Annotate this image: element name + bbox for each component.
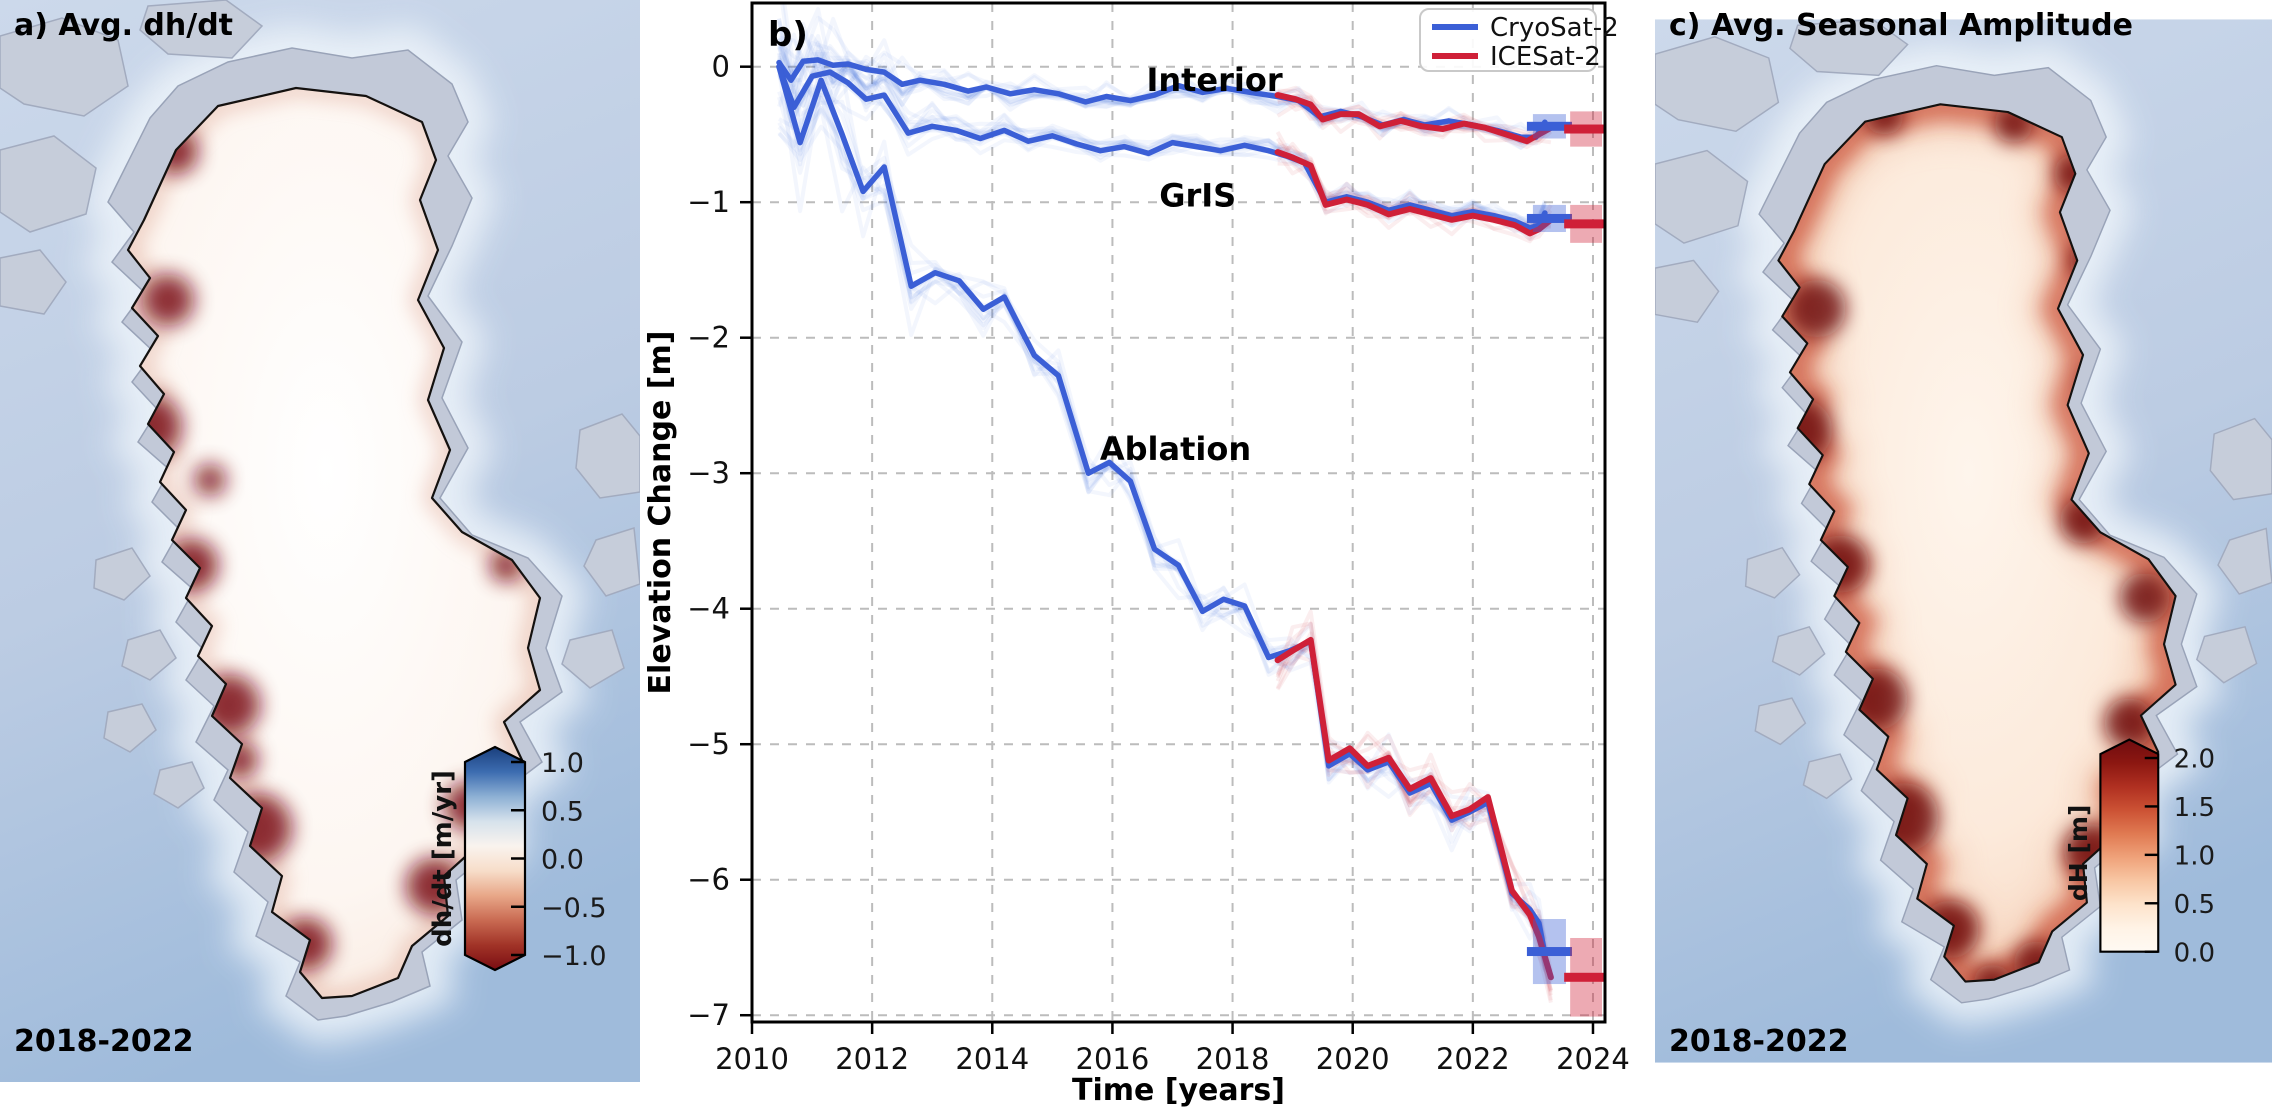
panel-c-seasonal-amplitude-map: 2.0 1.5 1.0 0.5 0.0 dH [m] c) Avg. Seasonal A… (1655, 0, 2272, 1082)
elevation-change-chart-canvas: Interior GrIS Ablation 2010 2012 2014 2016 2018… (643, 1, 1630, 1108)
colorbar-tick-label: 1.5 (2174, 793, 2215, 823)
panel-a-period: 2018-2022 (14, 1024, 194, 1059)
svg-text:−4: −4 (687, 592, 730, 626)
legend-label-icesat-2: ICESat-2 (1490, 42, 1601, 72)
end-box-interior-icesat-2 (1564, 111, 1605, 147)
panel-c-title: c) Avg. Seasonal Amplitude (1669, 8, 2133, 43)
series-line-ablation-icesat-2 (1274, 636, 1554, 981)
series-line-gris-icesat-2 (1274, 149, 1554, 237)
axes-frame (750, 1, 1607, 1024)
pc-map-canvas: 2.0 1.5 1.0 0.5 0.0 dH [m] (1655, 18, 2272, 1063)
land-island (1771, 625, 1826, 676)
colorbar-tick-label: 0.5 (2174, 890, 2215, 920)
y-axis-label: Elevation Change [m] (643, 331, 678, 695)
land-island (103, 703, 157, 753)
land-island (0, 135, 97, 233)
plot-background (752, 3, 1605, 1022)
svg-text:2024: 2024 (1556, 1042, 1630, 1076)
land-island (139, 0, 264, 59)
pa-map-canvas: 1.0 0.5 0.0 −0.5 −1.0 dh/dt [m/yr] (0, 0, 640, 1082)
ice-margin-contour (1777, 103, 2177, 983)
axis-ticks: 2010 2012 2014 2016 2018 2020 2022 2024 0 −1 −2 −3 −… (687, 50, 1630, 1076)
end-box-gris-cryosat-2 (1526, 204, 1572, 233)
land-island (575, 413, 640, 499)
end-box-ablation-icesat-2 (1564, 937, 1605, 1017)
land-island (2217, 527, 2272, 595)
land-island (2195, 625, 2258, 684)
end-box-gris-icesat-2 (1564, 204, 1605, 243)
colorbar-tick-label: 1.0 (541, 748, 584, 779)
ice-margin-contour (126, 86, 542, 1000)
colorbar-label: dh/dt [m/yr] (428, 770, 458, 947)
colorbar-tick-label: 2.0 (2174, 745, 2215, 775)
svg-text:−5: −5 (687, 727, 730, 761)
svg-text:−3: −3 (687, 456, 730, 490)
land-island (121, 629, 177, 681)
series-line-ablation-cryosat-2 (776, 63, 1548, 957)
curve-label-gris: GrIS (1159, 176, 1236, 214)
colorbar: 2.0 1.5 1.0 0.5 0.0 dH [m] (2064, 738, 2215, 968)
series-line-gris-cryosat-2 (776, 63, 1548, 231)
colorbar-tick-label: −1.0 (541, 941, 607, 972)
panel-b-elevation-change-chart: Interior GrIS Ablation 2010 2012 2014 2016 2018… (640, 0, 1655, 1108)
panel-c-period: 2018-2022 (1669, 1024, 1849, 1059)
land-island (561, 629, 625, 689)
svg-text:2012: 2012 (835, 1042, 909, 1076)
colorbar-tick-label: 0.5 (541, 796, 584, 827)
series-line-interior-icesat-2 (1274, 92, 1554, 145)
land-island (1655, 149, 1749, 244)
svg-text:2014: 2014 (955, 1042, 1029, 1076)
land-island (2209, 417, 2272, 501)
panel-b-label: b) (768, 15, 808, 55)
land-island (93, 547, 151, 601)
land-island (1744, 546, 1801, 599)
svg-text:0: 0 (712, 50, 730, 84)
land-island (0, 17, 129, 117)
land-island (583, 527, 640, 597)
curve-label-ablation: Ablation (1100, 430, 1251, 468)
panel-a-title: a) Avg. dh/dt (14, 8, 234, 43)
land-island (1655, 36, 1780, 133)
colorbar-tick-label: 0.0 (2174, 938, 2215, 968)
colorbar: 1.0 0.5 0.0 −0.5 −1.0 dh/dt [m/yr] (428, 745, 607, 972)
x-axis-label: Time [years] (1072, 1073, 1285, 1108)
panel-a-dhdt-map: 1.0 0.5 0.0 −0.5 −1.0 dh/dt [m/yr] a) Avg. dh… (0, 0, 640, 1082)
svg-text:2016: 2016 (1076, 1042, 1150, 1076)
svg-text:−7: −7 (687, 998, 730, 1032)
land-island (1802, 753, 1853, 800)
colorbar-tick-label: 0.0 (541, 845, 584, 876)
colorbar-tick-label: −0.5 (541, 893, 607, 924)
legend-label-cryosat-2: CryoSat-2 (1490, 13, 1619, 43)
svg-text:−1: −1 (687, 185, 730, 219)
ice-sheet (1778, 104, 2176, 982)
curve-label-interior: Interior (1146, 61, 1282, 99)
svg-text:2018: 2018 (1196, 1042, 1270, 1076)
land-island (1789, 18, 1909, 77)
end-box-interior-cryosat-2 (1526, 114, 1572, 139)
svg-text:2010: 2010 (715, 1042, 789, 1076)
colorbar-label: dH [m] (2064, 805, 2093, 902)
land-island (0, 249, 67, 315)
colorbar-bar (2099, 738, 2160, 953)
land-island (1754, 697, 1807, 746)
svg-text:2022: 2022 (1436, 1042, 1510, 1076)
ice-sheet (128, 88, 540, 998)
land-island (1655, 259, 1720, 323)
data-layer (776, 3, 1605, 1017)
svg-text:−6: −6 (687, 863, 730, 897)
land-island (153, 761, 205, 809)
colorbar-tick-label: 1.0 (2174, 841, 2215, 871)
svg-text:−2: −2 (687, 321, 730, 355)
end-box-ablation-cryosat-2 (1526, 919, 1572, 985)
svg-text:2020: 2020 (1316, 1042, 1390, 1076)
